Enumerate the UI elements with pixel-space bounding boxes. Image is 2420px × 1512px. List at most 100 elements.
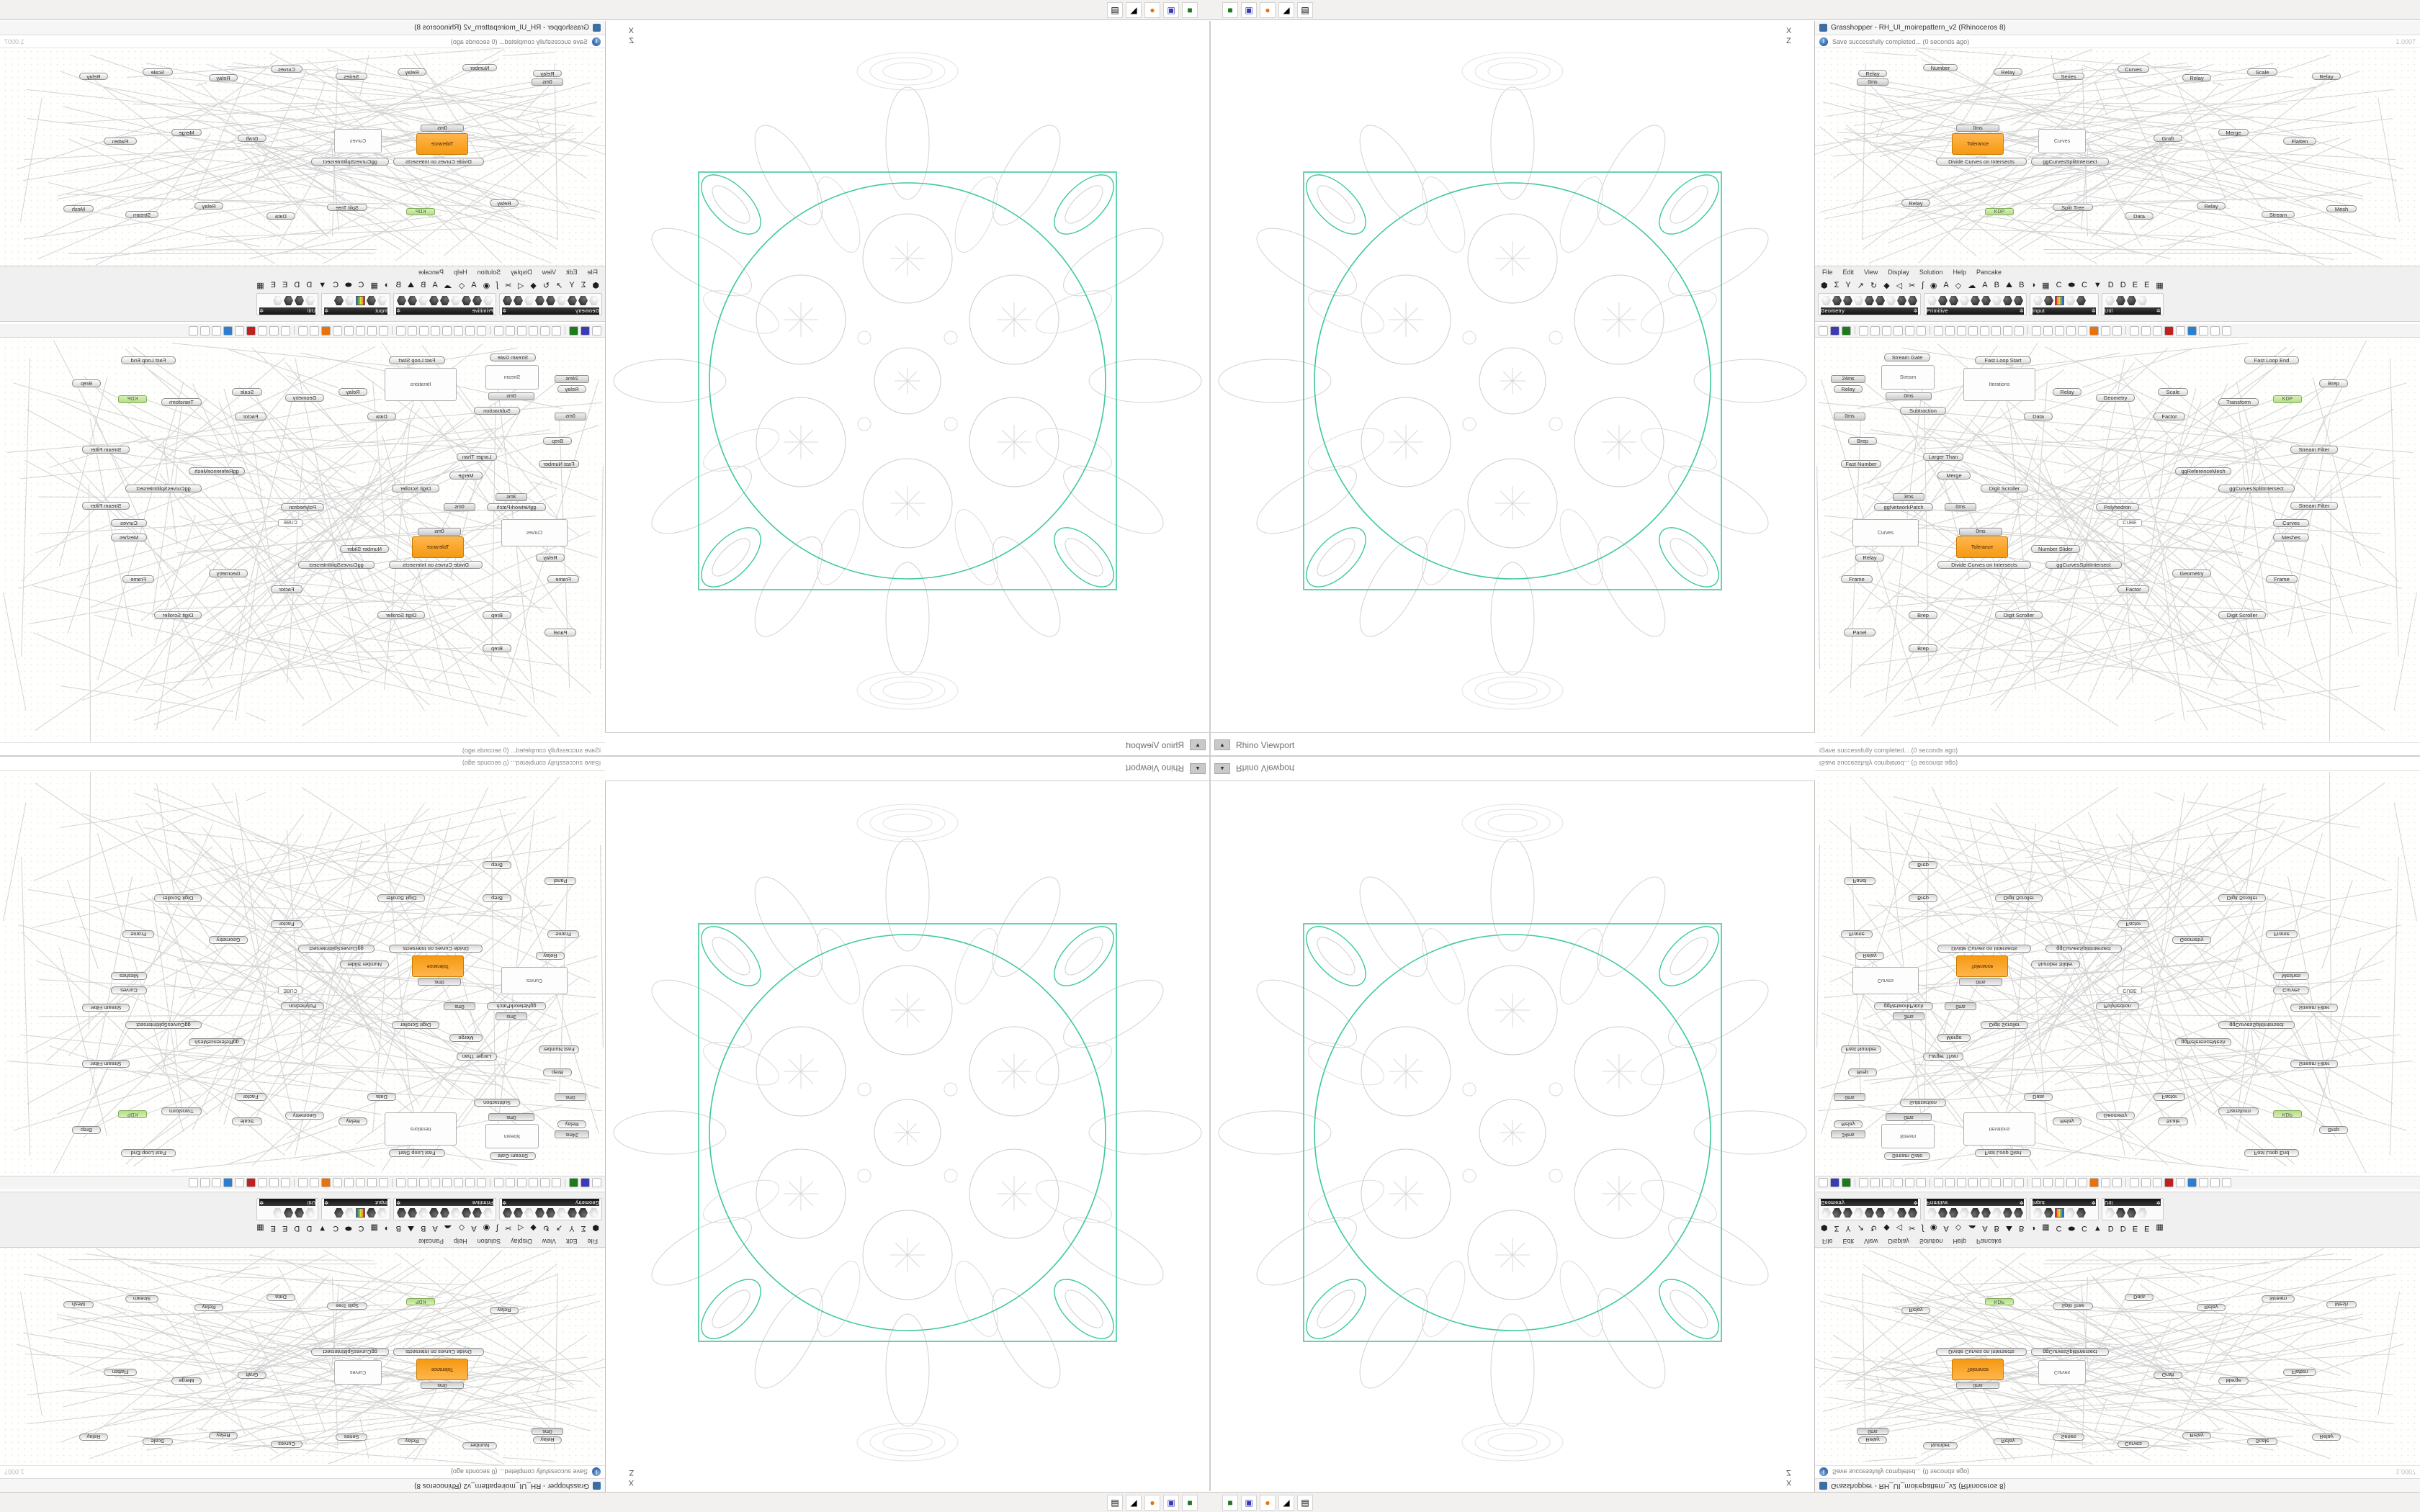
component-icon[interactable] [503,296,512,305]
component-icon[interactable] [1960,296,1969,305]
toolbar-button-9[interactable] [477,325,486,336]
rhinoceros-icon-mirror[interactable]: ◢ [1278,1494,1294,1511]
gh-node[interactable]: Data [266,212,295,220]
menu-item-file[interactable]: File [587,1238,598,1246]
toolbar-button-29[interactable] [2176,325,2185,336]
component-icon[interactable] [1843,296,1852,305]
menu-item-pancake[interactable]: Pancake [1976,268,2002,276]
calculator-icon[interactable]: ▤ [1107,1494,1123,1511]
bottom-taskbar[interactable]: ▤ ◢ ● ▣ ■ ■ ▣ ● ◢ ▤ [0,1492,2420,1512]
gh-node[interactable]: Brep [1909,894,1937,902]
gh-node[interactable]: Brep [2319,1126,2348,1134]
gh-node[interactable]: Relay [1858,1436,1887,1444]
gh-node[interactable]: Curves [2118,66,2149,73]
ribbon-expand-icon[interactable]: ✲ [2019,1200,2024,1205]
toolbar-button-15[interactable] [408,1178,417,1188]
toolbar-button-4[interactable] [1870,1178,1880,1188]
gh-tab-icon-1[interactable]: Σ [1834,281,1839,289]
menu-item-help[interactable]: Help [454,1238,467,1246]
gh-node[interactable]: Scale [232,1117,262,1125]
ribbon-expand-icon[interactable]: ✲ [2156,309,2161,314]
firefox-icon-mirror[interactable]: ● [1260,1494,1276,1511]
gh-node[interactable]: 0ms [1959,978,2002,986]
toolbar-button-5[interactable] [1882,325,1891,336]
gh-node[interactable]: Stream Gate [490,354,536,361]
toolbar-button-33[interactable] [189,1178,198,1188]
gh-node[interactable]: Data [2125,1294,2154,1301]
menu-item-solution[interactable]: Solution [477,268,501,276]
gh-node[interactable]: Brep [483,611,511,619]
gh-node[interactable]: Brep [1848,437,1877,445]
component-icon[interactable] [367,1208,376,1218]
gh-menu-bar[interactable]: File Edit View Display Solution Help Pancake [1815,1236,2002,1247]
component-icon[interactable] [2127,296,2136,305]
calculator-icon-mirror[interactable]: ▤ [1297,1494,1313,1511]
toolbar-button-10[interactable] [1945,1178,1955,1188]
gh-canvas-upper[interactable]: Relay 0ms Number Relay Series Curves Relay Scal… [0,1248,605,1465]
gh-tab-icon-16[interactable]: B [2019,1224,2025,1233]
gh-node[interactable]: Relay [1855,554,1884,562]
gh-tab-icon-7[interactable]: ✂ [1909,281,1916,290]
toolbar-button-31[interactable] [212,325,221,336]
component-icon[interactable] [440,296,449,305]
gh-tab-icon-23[interactable]: D [2107,1224,2114,1233]
component-icon[interactable] [514,296,523,305]
gh-tab-icon-15[interactable]: ⛰ [407,1224,415,1233]
component-icon[interactable] [2138,1208,2147,1218]
gh-node[interactable]: Fast Loop Start [1975,1149,2031,1157]
gh-tab-icon-8[interactable]: ʃ [1922,281,1924,289]
gh-node[interactable]: Curves [271,1441,302,1448]
toolbar-button-22[interactable] [321,1178,331,1188]
toolbar-button-7[interactable] [506,325,515,336]
gh-tab-icon-3[interactable]: ↗ [1857,1223,1864,1233]
toolbar-button-17[interactable] [2032,325,2041,336]
component-icon[interactable] [2138,296,2147,305]
component-icon[interactable] [408,296,417,305]
toolbar-button-21[interactable] [333,1178,342,1188]
gh-node[interactable]: Fast Loop End [121,1149,176,1157]
gh-node[interactable]: Stream [1881,1124,1935,1148]
gh-node[interactable]: Number Slider [340,545,389,553]
firefox-icon[interactable]: ● [1144,1,1160,18]
gh-tab-strip[interactable]: ⬢ Σ Y ↗ ↻ ◆ ◁ ✂ ʃ ◉ A ◇ ☁ A B ⛰ B ◑ ▦ C ⬬ C ▼ D D E E ▦ [1815,278,2164,292]
toolbar-button-24[interactable] [2112,1178,2122,1188]
gh-node[interactable]: Scale [143,68,173,76]
gh-node[interactable]: Scale [2247,1438,2277,1445]
toolbar-button-6[interactable] [517,1178,526,1188]
gh-node[interactable]: Brep [72,379,101,387]
gh-node[interactable]: Relay [2053,1117,2081,1125]
gh-node[interactable]: Number Slider [2031,960,2080,968]
gh-tab-strip[interactable]: ⬢ Σ Y ↗ ↻ ◆ ◁ ✂ ʃ ◉ A ◇ ☁ A B ⛰ B ◑ ▦ C ⬬ C ▼ D D E E ▦ [1815,1221,2164,1236]
toolbar-button-2[interactable] [1842,325,1851,336]
gh-node[interactable]: Factor [235,1093,266,1101]
toolbar-button-26[interactable] [2141,325,2151,336]
toolbar-button-33[interactable] [2222,325,2231,336]
gh-node[interactable]: 3ms [496,493,527,501]
gh-tab-icon-12[interactable]: ☁ [444,1223,452,1233]
gh-node[interactable]: Digit Scroller [377,611,425,619]
gh-tab-icon-3[interactable]: ↗ [556,1223,563,1233]
component-icon[interactable] [305,296,315,305]
gh-node[interactable]: Frame [1841,930,1873,938]
ribbon-expand-icon[interactable]: ✲ [1913,1200,1918,1205]
gh-node[interactable]: 0ms [1945,503,1976,511]
gh-node[interactable]: Relay [536,554,565,562]
ribbon-expand-icon[interactable]: ✲ [2019,309,2024,314]
toolbar-button-29[interactable] [2176,1178,2185,1188]
gh-node[interactable]: Curves [2038,1360,2086,1385]
gh-tab-icon-27[interactable]: ▦ [256,1223,264,1233]
ribbon-expand-icon[interactable]: ✲ [324,1200,329,1205]
component-icon[interactable] [1821,296,1831,305]
toolbar-button-11[interactable] [1957,325,1966,336]
gh-node[interactable]: Data [367,1093,396,1101]
gh-node[interactable]: Relay [1858,70,1887,77]
gh-node[interactable]: Relay [1834,385,1863,393]
component-icon[interactable] [2033,1208,2043,1218]
gh-tab-icon-7[interactable]: ✂ [504,281,511,290]
toolbar-button-16[interactable] [2015,1178,2024,1188]
gh-node[interactable]: 0ms [1857,78,1888,86]
component-icon[interactable] [535,1208,544,1218]
menu-item-help[interactable]: Help [1953,1238,1966,1246]
gh-tab-icon-9[interactable]: ◉ [1930,1223,1937,1233]
component-icon[interactable] [1938,296,1948,305]
